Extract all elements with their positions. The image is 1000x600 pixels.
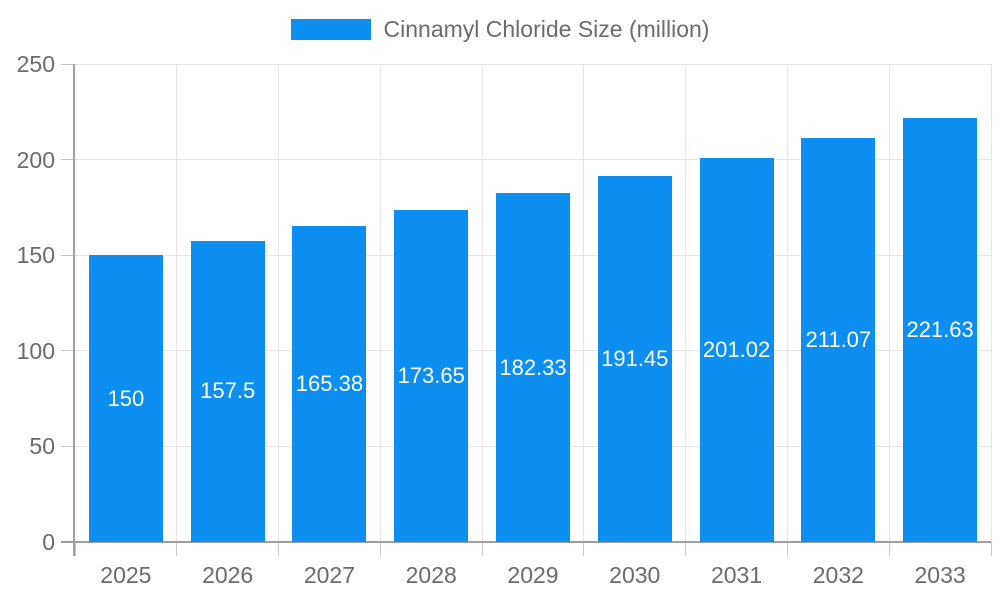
x-axis-label-2027: 2027	[303, 562, 356, 588]
legend-label: Cinnamyl Chloride Size (million)	[383, 16, 710, 42]
legend-color-swatch-icon	[290, 19, 371, 40]
y-axis-label-100: 100	[16, 337, 55, 364]
gridline-vertical	[685, 64, 687, 542]
legend-item[interactable]: Cinnamyl Chloride Size (million)	[0, 16, 1000, 43]
x-axis-tick	[990, 542, 992, 556]
y-axis-label-150: 150	[16, 242, 55, 269]
gridline-vertical	[583, 64, 585, 542]
gridline-vertical	[786, 64, 788, 542]
gridline-vertical	[481, 64, 483, 542]
gridline-vertical	[379, 64, 381, 542]
y-axis-label-200: 200	[16, 146, 55, 173]
x-axis-tick	[888, 542, 890, 556]
gridline-vertical	[888, 64, 890, 542]
bar-value-label: 173.65	[397, 362, 465, 388]
bar-2033[interactable]	[903, 118, 978, 542]
y-axis-label-0: 0	[42, 529, 55, 555]
bar-2028[interactable]	[394, 209, 469, 542]
x-axis-tick	[176, 542, 178, 556]
gridline-vertical	[990, 64, 992, 542]
y-axis-label-50: 50	[29, 433, 55, 460]
gridline-vertical	[278, 64, 280, 542]
x-axis-label-2029: 2029	[507, 562, 559, 588]
bar-value-label: 191.45	[601, 345, 669, 371]
bar-value-label: 201.02	[702, 336, 771, 362]
bar-value-label: 165.38	[295, 370, 364, 396]
x-axis-label-2032: 2032	[812, 562, 864, 588]
y-axis-line	[73, 64, 75, 556]
bar-value-label: 182.33	[499, 354, 567, 380]
gridline-horizontal	[75, 159, 991, 161]
gridline-vertical	[176, 64, 178, 542]
x-axis-label-2033: 2033	[914, 562, 966, 588]
y-axis-tick	[61, 445, 75, 447]
bar-2030[interactable]	[597, 175, 672, 542]
bar-2026[interactable]	[190, 240, 265, 542]
x-axis-tick	[786, 542, 788, 556]
y-axis-label-250: 250	[16, 51, 55, 77]
bar-value-label: 211.07	[805, 327, 872, 353]
x-axis-label-2030: 2030	[609, 562, 661, 588]
x-axis-tick	[481, 542, 483, 556]
x-axis-label-2025: 2025	[100, 562, 152, 588]
bar-2032[interactable]	[801, 138, 876, 542]
bar-2027[interactable]	[292, 225, 367, 542]
y-axis-tick	[61, 159, 75, 161]
bar-2031[interactable]	[699, 157, 774, 542]
x-axis-tick	[379, 542, 381, 556]
bar-value-label: 221.63	[906, 317, 974, 343]
gridline-horizontal	[75, 63, 991, 65]
y-axis-tick	[61, 350, 75, 352]
x-axis-tick	[685, 542, 687, 556]
x-axis-tick	[74, 542, 76, 556]
x-axis-tick	[278, 542, 280, 556]
x-axis-label-2031: 2031	[710, 562, 763, 588]
x-axis-tick	[583, 542, 585, 556]
x-axis-label-2028: 2028	[405, 562, 457, 588]
y-axis-tick	[61, 63, 75, 65]
bar-2025[interactable]	[88, 255, 163, 542]
bar-value-label: 150	[107, 385, 145, 411]
bar-2029[interactable]	[496, 193, 570, 542]
y-axis-tick	[61, 254, 75, 256]
bar-value-label: 157.5	[200, 378, 256, 404]
x-axis-line	[61, 541, 991, 543]
x-axis-label-2026: 2026	[202, 562, 254, 588]
